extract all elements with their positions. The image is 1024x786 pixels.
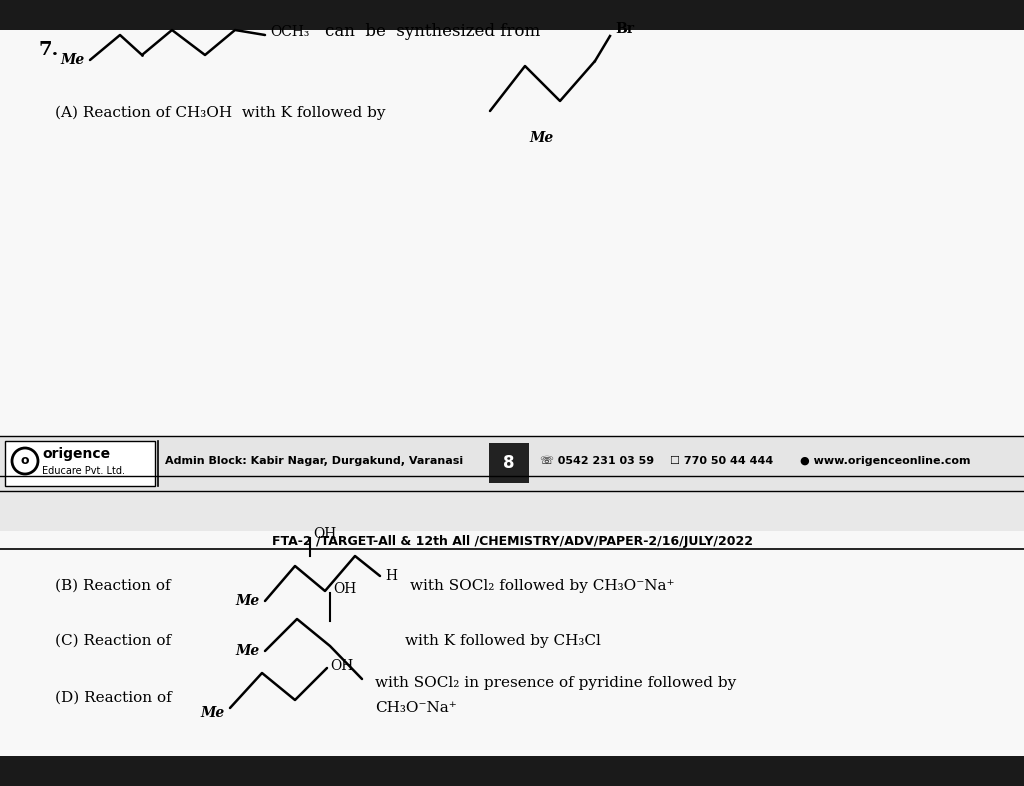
Text: Admin Block: Kabir Nagar, Durgakund, Varanasi: Admin Block: Kabir Nagar, Durgakund, Var… xyxy=(165,456,463,466)
Text: with K followed by CH₃Cl: with K followed by CH₃Cl xyxy=(406,634,601,648)
Text: (B) Reaction of: (B) Reaction of xyxy=(55,579,171,593)
FancyBboxPatch shape xyxy=(5,441,155,486)
FancyBboxPatch shape xyxy=(0,30,1024,491)
Text: OH: OH xyxy=(330,659,353,673)
Text: o: o xyxy=(20,454,30,468)
Text: with SOCl₂ followed by CH₃O⁻Na⁺: with SOCl₂ followed by CH₃O⁻Na⁺ xyxy=(410,579,675,593)
FancyBboxPatch shape xyxy=(0,756,1024,786)
Text: Me: Me xyxy=(529,131,554,145)
Text: OH: OH xyxy=(313,527,336,541)
Text: ● www.origenceonline.com: ● www.origenceonline.com xyxy=(800,456,971,466)
Text: 8: 8 xyxy=(503,454,515,472)
Text: Me: Me xyxy=(60,53,85,67)
Text: (A) Reaction of CH₃OH  with K followed by: (A) Reaction of CH₃OH with K followed by xyxy=(55,106,385,120)
FancyBboxPatch shape xyxy=(0,0,1024,30)
Text: ☐ 770 50 44 444: ☐ 770 50 44 444 xyxy=(670,456,773,466)
Text: origence: origence xyxy=(42,447,111,461)
Text: 7.: 7. xyxy=(38,41,58,59)
Text: ☏ 0542 231 03 59: ☏ 0542 231 03 59 xyxy=(540,456,654,466)
Text: Me: Me xyxy=(201,706,225,720)
FancyBboxPatch shape xyxy=(0,476,1024,491)
FancyBboxPatch shape xyxy=(0,531,1024,756)
Text: can  be  synthesized from: can be synthesized from xyxy=(325,24,541,41)
Text: OH: OH xyxy=(333,582,356,596)
Text: with SOCl₂ in presence of pyridine followed by: with SOCl₂ in presence of pyridine follo… xyxy=(375,676,736,690)
Text: Me: Me xyxy=(236,644,260,658)
Circle shape xyxy=(12,448,38,474)
Text: Br: Br xyxy=(615,22,634,36)
Text: CH₃O⁻Na⁺: CH₃O⁻Na⁺ xyxy=(375,701,457,715)
Text: Educare Pvt. Ltd.: Educare Pvt. Ltd. xyxy=(42,466,125,476)
Text: Me: Me xyxy=(236,594,260,608)
Text: (D) Reaction of: (D) Reaction of xyxy=(55,691,172,705)
FancyBboxPatch shape xyxy=(489,443,529,483)
Text: H: H xyxy=(385,569,397,583)
FancyBboxPatch shape xyxy=(0,436,1024,491)
FancyBboxPatch shape xyxy=(0,491,1024,531)
Text: (C) Reaction of: (C) Reaction of xyxy=(55,634,171,648)
Text: OCH₃: OCH₃ xyxy=(270,25,309,39)
Text: FTA-2 /TARGET-All & 12th All /CHEMISTRY/ADV/PAPER-2/16/JULY/2022: FTA-2 /TARGET-All & 12th All /CHEMISTRY/… xyxy=(271,534,753,548)
